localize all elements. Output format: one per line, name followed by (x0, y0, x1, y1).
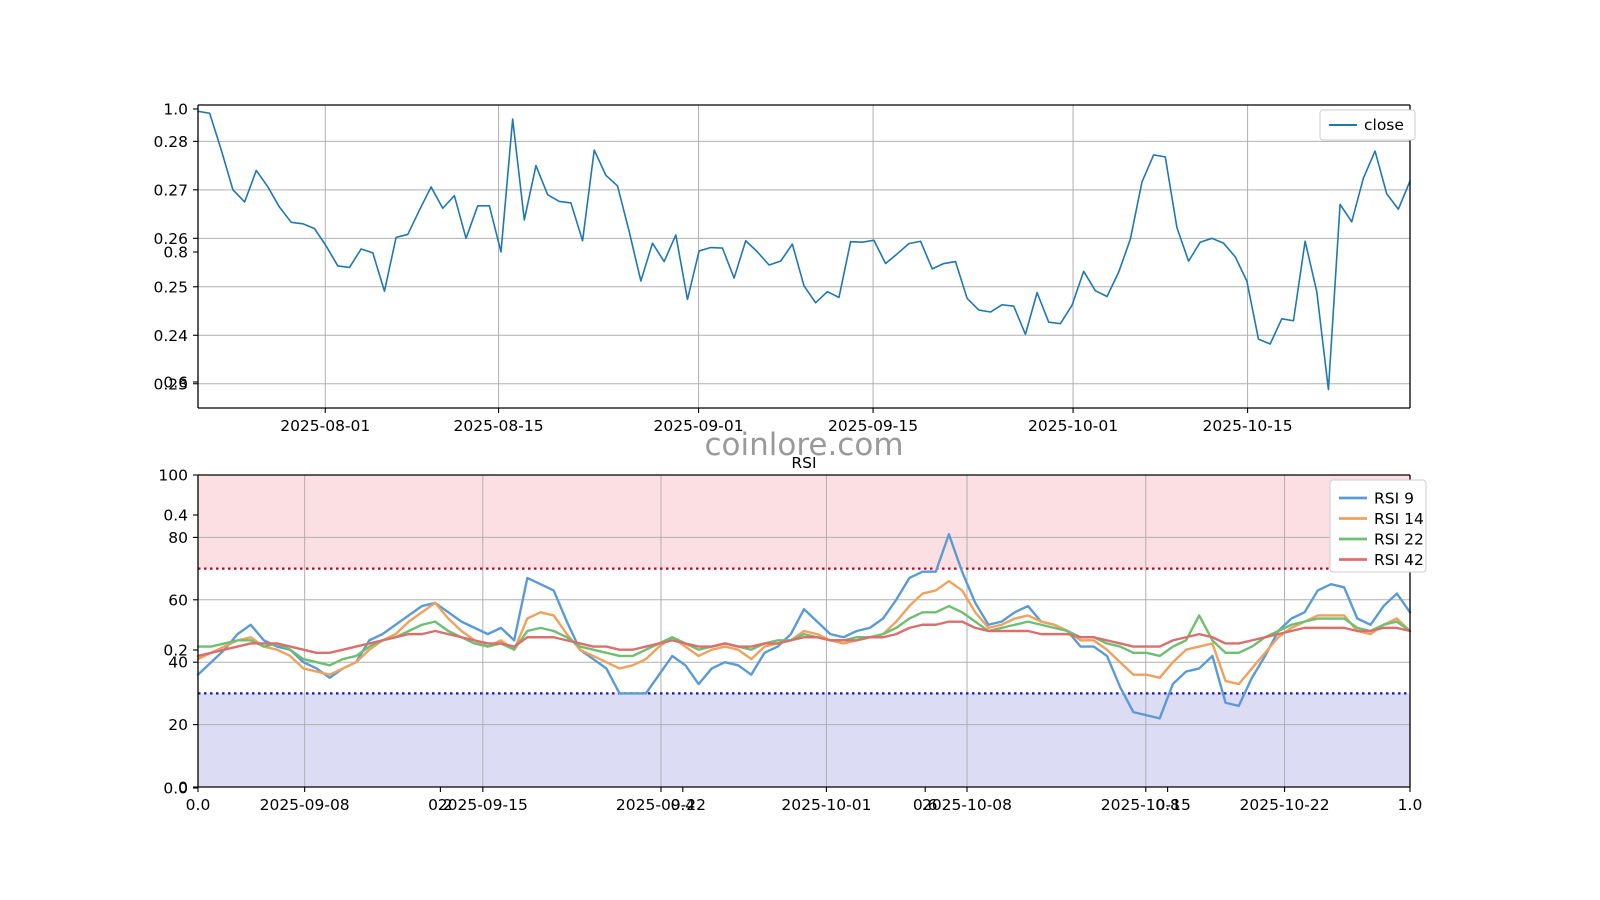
price-y-tick-0.28: 0.28 (153, 133, 188, 151)
rsi-x-tick-2025-10-01: 2025-10-01 (781, 796, 871, 814)
rsi-y-tick-20: 20 (168, 716, 188, 734)
rsi-series-rsi-9[interactable] (196, 533, 1412, 720)
price-x-tick-labels: 2025-08-01 2025-08-15 2025-09-01 2025-09-15… (280, 417, 1292, 435)
price-x-tick-2025-09-15: 2025-09-15 (828, 417, 918, 435)
rsi-y-tick-alt-0.2: 0.2 (163, 642, 188, 660)
rsi-panel-title: RSI (791, 454, 816, 472)
legend-label-rsi-42: RSI 42 (1374, 551, 1424, 569)
legend-label-rsi-22: RSI 22 (1374, 531, 1424, 549)
legend-label-rsi-14: RSI 14 (1374, 510, 1424, 528)
rsi-y-tick-100: 100 (158, 467, 188, 485)
price-legend[interactable]: close (1319, 109, 1416, 141)
legend-label-close: close (1364, 116, 1404, 134)
rsi-x-tick-alt-0.6: 0.6 (913, 796, 938, 814)
rsi-y-tick-alt-0.0: 0.0 (163, 780, 188, 798)
legend-label-rsi-9: RSI 9 (1374, 490, 1414, 508)
price-x-tick-2025-10-01: 2025-10-01 (1028, 417, 1118, 435)
price-y-tick-0.24: 0.24 (153, 327, 188, 345)
rsi-y-tick-alt-0.4: 0.4 (163, 507, 188, 525)
price-legend-box (1319, 109, 1416, 141)
rsi-legend[interactable]: RSI 9 RSI 14 RSI 22 RSI 42 (1329, 479, 1427, 573)
price-plot-background (198, 105, 1410, 408)
price-x-tick-2025-10-15: 2025-10-15 (1203, 417, 1293, 435)
rsi-x-tick-labels: 2025-09-08 2025-09-15 2025-09-22 2025-10-01… (186, 796, 1423, 814)
rsi-y-tick-labels: 100 80 60 40 20 0 0.4 0.2 0.0 (158, 467, 188, 798)
price-y-tick-alt-0.6: 0.6 (163, 374, 188, 392)
rsi-legend-box (1329, 479, 1427, 573)
price-y-tick-0.23: 0.23 (153, 375, 188, 393)
rsi-y-tick-0: 0 (178, 779, 188, 797)
price-gridlines (198, 105, 1410, 408)
price-y-tick-alt-0.8: 0.8 (163, 244, 188, 262)
rsi-x-tick-2025-09-22: 2025-09-22 (616, 796, 706, 814)
rsi-y-tick-80: 80 (168, 529, 188, 547)
price-y-tick-0.26: 0.26 (153, 230, 188, 248)
rsi-x-tick-2025-09-15: 2025-09-15 (438, 796, 528, 814)
rsi-series-group[interactable] (196, 533, 1412, 720)
rsi-legend-entry-rsi-9[interactable]: RSI 9 (1339, 490, 1414, 508)
rsi-band-overbought (198, 475, 1410, 569)
rsi-legend-entry-rsi-14[interactable]: RSI 14 (1339, 510, 1424, 528)
rsi-y-tick-60: 60 (168, 591, 188, 609)
price-series-group[interactable] (197, 110, 1411, 391)
price-tickmarks (193, 108, 1249, 413)
rsi-x-tick-alt-0.2: 0.2 (428, 796, 453, 814)
rsi-x-tick-alt-0.0: 0.0 (186, 796, 211, 814)
rsi-y-tick-40: 40 (168, 654, 188, 672)
price-x-tick-2025-09-01: 2025-09-01 (654, 417, 744, 435)
rsi-legend-entry-rsi-42[interactable]: RSI 42 (1339, 551, 1424, 569)
rsi-series-rsi-42[interactable] (196, 620, 1412, 658)
rsi-x-tick-alt-0.4: 0.4 (670, 796, 695, 814)
price-y-tick-0.27: 0.27 (153, 181, 188, 199)
rsi-legend-entries[interactable]: RSI 9 RSI 14 RSI 22 RSI 42 (1339, 490, 1424, 570)
price-x-tick-2025-08-01: 2025-08-01 (280, 417, 370, 435)
rsi-x-tick-2025-10-15: 2025-10-15 (1101, 796, 1191, 814)
price-y-tick-0.25: 0.25 (153, 278, 188, 296)
rsi-x-tick-alt-0.8: 0.8 (1155, 796, 1180, 814)
rsi-series-rsi-14[interactable] (196, 579, 1412, 686)
price-y-tick-alt-1.0: 1.0 (163, 101, 188, 119)
rsi-x-tick-2025-10-22: 2025-10-22 (1240, 796, 1330, 814)
price-y-tick-labels: 0.28 0.27 0.26 0.25 0.24 0.23 1.0 0.8 0.6 (153, 101, 188, 394)
rsi-tickmarks (193, 474, 1411, 792)
rsi-x-tick-alt-1.0: 1.0 (1398, 796, 1423, 814)
coinlore-watermark: coinlore.com (704, 427, 903, 463)
price-chart-panel: 0.28 0.27 0.26 0.25 0.24 0.23 1.0 0.8 0.6 2025-0… (153, 101, 1416, 435)
rsi-legend-entry-rsi-22[interactable]: RSI 22 (1339, 531, 1424, 549)
rsi-band-oversold (198, 693, 1410, 787)
rsi-x-tick-2025-10-08: 2025-10-08 (922, 796, 1012, 814)
rsi-threshold-lines (198, 567, 1410, 695)
rsi-threshold-bands (198, 475, 1410, 787)
price-x-tick-2025-08-15: 2025-08-15 (454, 417, 544, 435)
rsi-x-tick-2025-09-08: 2025-09-08 (260, 796, 350, 814)
price-series-close[interactable] (197, 110, 1411, 391)
